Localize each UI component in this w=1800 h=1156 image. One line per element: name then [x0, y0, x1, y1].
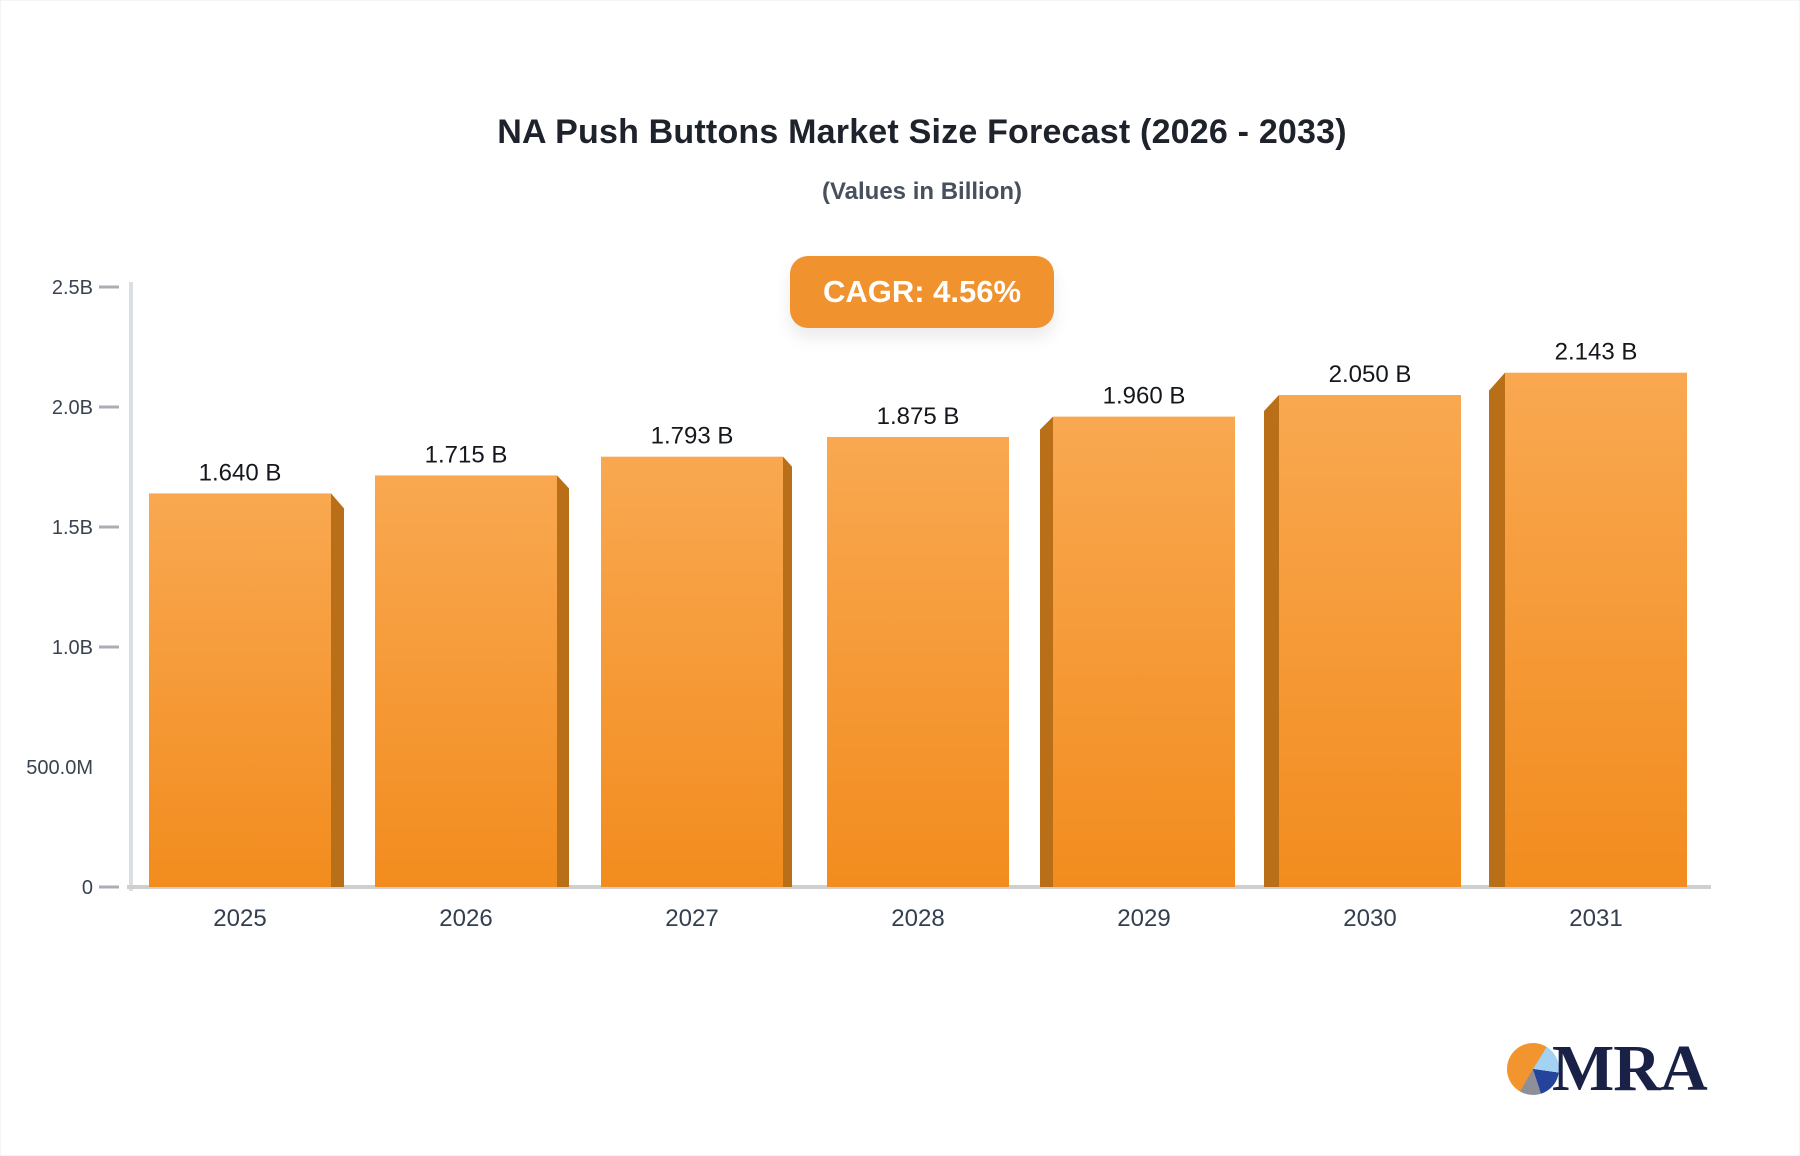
bar-value-label: 1.875 B	[877, 403, 960, 430]
y-tick-dash	[99, 885, 119, 889]
bar-side-panel	[783, 456, 792, 887]
mra-logo-text: MRA	[1552, 1032, 1708, 1105]
x-axis-year-label: 2028	[891, 905, 944, 932]
bar-2028	[827, 437, 1009, 887]
y-tick-label: 2.0B	[52, 397, 93, 419]
x-axis-year-label: 2027	[665, 905, 718, 932]
bar-2027	[601, 456, 783, 887]
chart-title: NA Push Buttons Market Size Forecast (20…	[497, 113, 1347, 151]
bar-value-label: 1.715 B	[425, 441, 508, 468]
cagr-badge-row: CAGR: 4.56%	[22, 256, 1799, 328]
y-tick-label: 1.0B	[52, 637, 93, 659]
x-axis-year-label: 2031	[1569, 905, 1622, 932]
bar-value-label: 2.143 B	[1555, 339, 1638, 366]
y-tick-dash	[99, 405, 119, 409]
y-tick-dash	[99, 285, 119, 289]
x-axis-year-label: 2030	[1343, 905, 1396, 932]
y-tick-label: 2.5B	[52, 277, 93, 299]
bar-value-label: 1.640 B	[199, 459, 282, 486]
bar-side-panel	[1489, 372, 1505, 887]
y-tick-label: 1.5B	[52, 517, 93, 539]
y-tick-dash	[99, 525, 119, 529]
bar-2026	[375, 475, 557, 887]
x-axis-year-label: 2029	[1117, 905, 1170, 932]
cagr-badge: CAGR: 4.56%	[789, 256, 1055, 328]
mra-logo: MRA	[1507, 1032, 1708, 1105]
y-axis-line	[129, 282, 133, 891]
bars-layer	[149, 372, 1687, 887]
x-axis-year-label: 2026	[439, 905, 492, 932]
bar-value-label: 2.050 B	[1329, 361, 1412, 388]
x-axis-year-label: 2025	[213, 905, 266, 932]
bar-side-panel	[557, 475, 569, 887]
y-tick-label: 0	[82, 877, 93, 899]
bar-2031	[1505, 372, 1687, 887]
mra-pie-icon	[1507, 1043, 1559, 1095]
bar-side-panel	[331, 493, 344, 887]
y-tick-label: 500.0M	[26, 757, 93, 779]
chart-header: NA Push Buttons Market Size Forecast (20…	[22, 1, 1799, 206]
bar-value-label: 1.960 B	[1103, 383, 1186, 410]
bar-2029	[1053, 416, 1235, 887]
y-tick-dash	[99, 645, 119, 649]
bar-2025	[149, 493, 331, 887]
labels-layer: 1.640 B 2025 1.715 B 2026 1.793 B 2027 1.875 B…	[199, 339, 1638, 932]
bar-2030	[1279, 395, 1461, 887]
chart-subtitle: (Values in Billion)	[821, 178, 1023, 205]
bar-value-label: 1.793 B	[651, 423, 734, 450]
bar-side-panel	[1040, 416, 1053, 887]
bar-side-panel	[1264, 395, 1279, 887]
